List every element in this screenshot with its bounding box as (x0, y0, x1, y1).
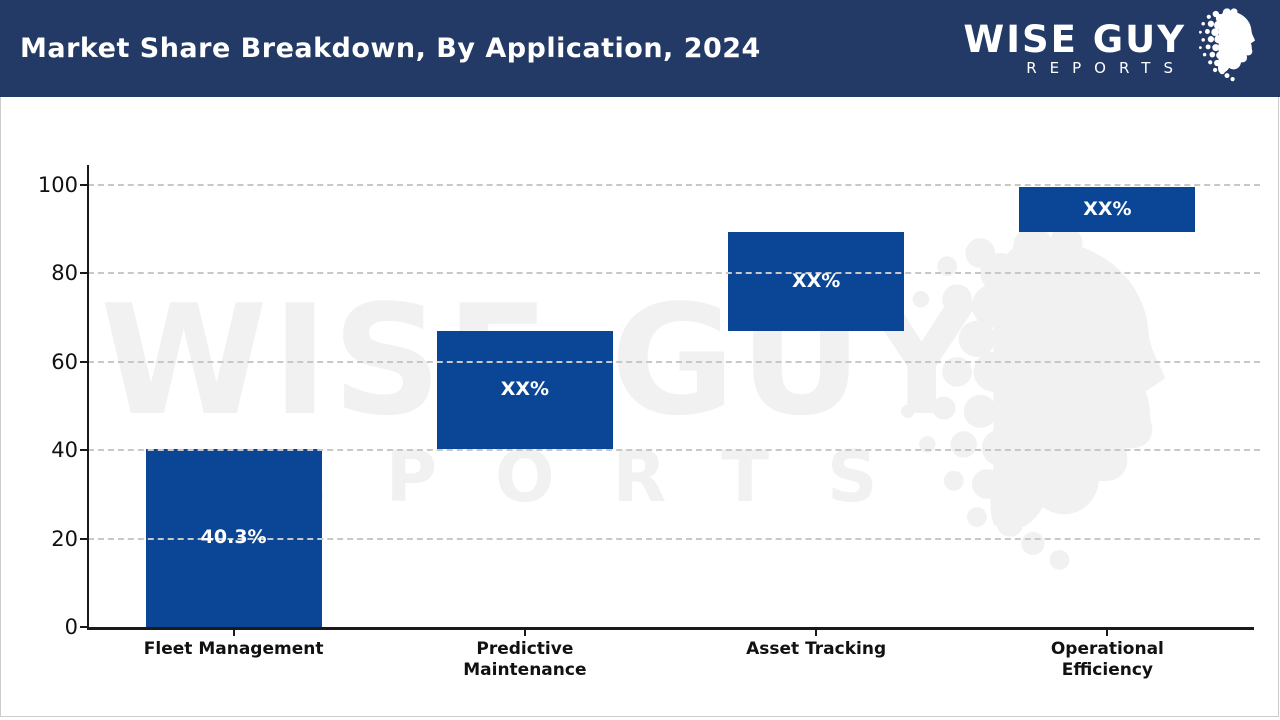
bar-4 (1019, 187, 1196, 233)
bar-3 (728, 232, 905, 331)
y-tick-mark (80, 626, 88, 628)
x-category-label-line: Maintenance (463, 660, 587, 680)
x-category-label: Fleet Management (114, 639, 354, 660)
x-category-label-line: Operational (1050, 639, 1164, 659)
wise-guy-reports-logo: WISE GUY REPORTS (963, 7, 1266, 91)
y-tick-label: 0 (64, 615, 78, 639)
y-tick-label: 80 (51, 261, 78, 286)
bar-value-label: 40.3% (200, 525, 267, 548)
y-tick-mark (80, 360, 88, 363)
bar-value-label: XX% (791, 269, 841, 292)
x-tick-mark (523, 630, 526, 636)
logo-text: WISE GUY REPORTS (963, 17, 1186, 77)
gridline-80 (88, 272, 1260, 275)
gridline-60 (88, 360, 1260, 363)
x-tick-mark (1106, 630, 1109, 636)
x-category-label: Predictive Maintenance (405, 639, 645, 681)
x-tick-mark (815, 630, 818, 636)
gridline-20 (88, 537, 1260, 540)
y-tick-mark (80, 449, 88, 452)
bar-value-label: XX% (1083, 197, 1132, 220)
gridline-100 (88, 184, 1260, 186)
logo-subtitle: REPORTS (1026, 58, 1186, 77)
x-category-label-line: Asset Tracking (746, 639, 887, 659)
x-category-label-line: Predictive (476, 639, 574, 659)
y-axis-line (87, 165, 89, 629)
y-tick-mark (80, 184, 88, 186)
y-tick-label: 60 (51, 349, 78, 374)
x-axis-line (87, 627, 1254, 630)
y-tick-label: 20 (51, 526, 78, 551)
y-tick-mark (80, 537, 88, 540)
logo-wordmark: WISE GUY (963, 17, 1186, 61)
x-category-label-line: Efficiency (1061, 660, 1154, 680)
x-category-label-line: Fleet Management (143, 639, 324, 659)
y-tick-mark (80, 272, 88, 275)
x-tick-mark (232, 630, 235, 636)
header-bar: Market Share Breakdown, By Application, … (0, 0, 1280, 97)
bar-2 (436, 330, 613, 449)
x-category-label: Operational Efficiency (987, 639, 1227, 681)
bar-value-label: XX% (500, 377, 550, 400)
gridline-40 (88, 449, 1260, 452)
x-category-label: Asset Tracking (696, 639, 936, 660)
y-tick-label: 100 (37, 173, 78, 197)
page-title: Market Share Breakdown, By Application, … (20, 33, 761, 64)
y-tick-label: 40 (51, 438, 78, 463)
